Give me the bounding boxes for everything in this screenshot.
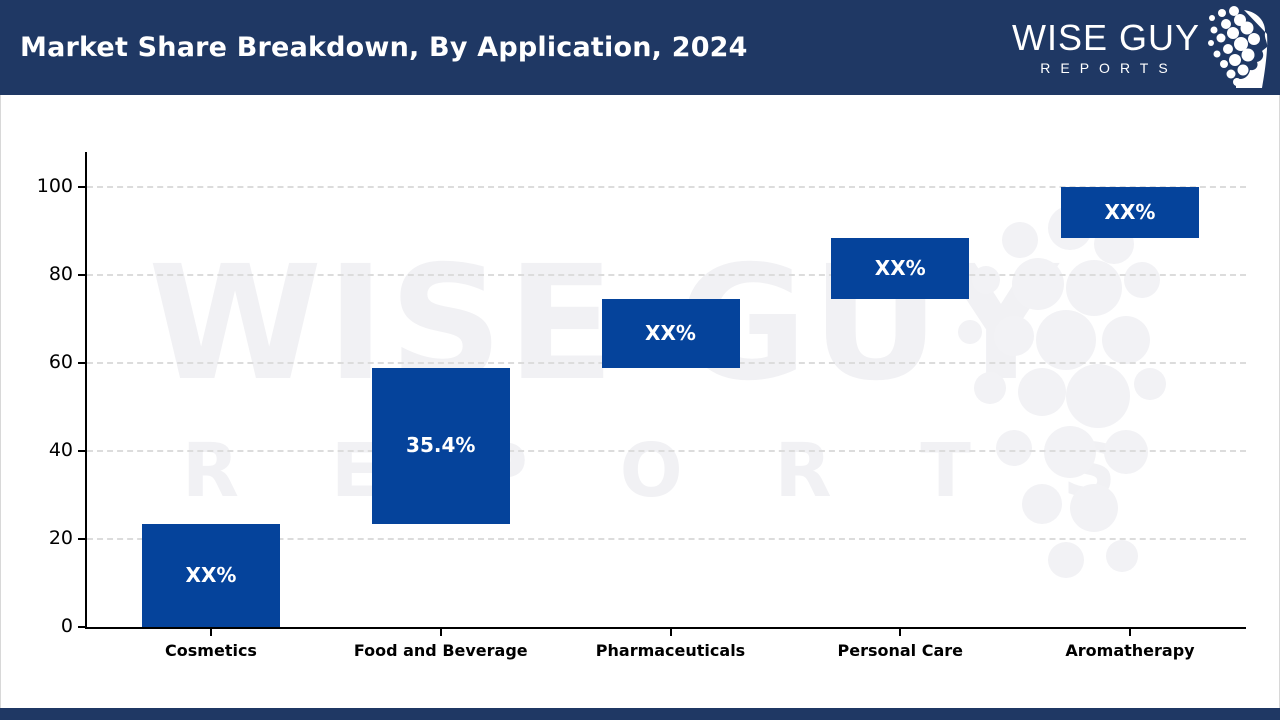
bar-value-label: 35.4% [406,432,476,457]
bar-value-label: XX% [874,256,926,281]
bar [601,298,740,368]
gridline [87,186,1246,188]
bar-value-label: XX% [1104,200,1156,224]
bar-value-label: XX% [645,320,696,345]
y-axis-tick-label: 100 [36,175,73,197]
y-axis-tick [78,626,86,628]
gridline [87,450,1246,452]
y-axis-tick [78,362,86,364]
y-axis-tick-label: 40 [48,439,73,461]
x-axis-tick [1129,629,1131,636]
watermark-head-graphic [958,206,1166,578]
y-axis-tick-label: 0 [60,615,73,637]
page-title: Market Share Breakdown, By Application, … [20,32,748,63]
bar-value-label: XX% [185,562,237,587]
y-axis-tick-label: 60 [48,351,73,373]
x-axis-category-label: Aromatherapy [1065,641,1195,660]
x-axis-tick [210,629,212,636]
x-axis-category-label: Personal Care [837,641,963,660]
bar [831,238,970,299]
bar [371,367,510,524]
brand-logo: WISE GUY REPORTS [1012,6,1268,88]
header-bar: Market Share Breakdown, By Application, … [0,0,1280,95]
x-axis-category-label: Cosmetics [165,641,257,660]
brand-logo-name: WISE GUY [1011,17,1200,58]
x-axis-tick [899,629,902,636]
bar [142,523,280,627]
x-axis-line [85,627,1246,629]
y-axis-line [85,152,87,629]
y-axis-tick-label: 80 [48,263,73,285]
gridline [87,538,1246,540]
y-axis-tick [78,450,86,452]
left-border [0,95,1,708]
y-axis-tick [78,186,86,188]
y-axis-tick [78,274,86,276]
x-axis-tick [669,629,672,636]
x-axis-category-label: Food and Beverage [353,641,528,660]
watermark-text-sub: REPORTS [182,428,1209,514]
gridline [87,274,1246,276]
bar [1061,187,1199,239]
brand-head-icon [1208,6,1268,88]
footer-bar [0,708,1280,720]
x-axis-category-label: Pharmaceuticals [595,641,746,660]
x-axis-tick [439,629,442,636]
y-axis-tick [78,538,86,540]
y-axis-tick-label: 20 [48,527,73,549]
brand-logo-subtitle: REPORTS [1040,60,1178,76]
